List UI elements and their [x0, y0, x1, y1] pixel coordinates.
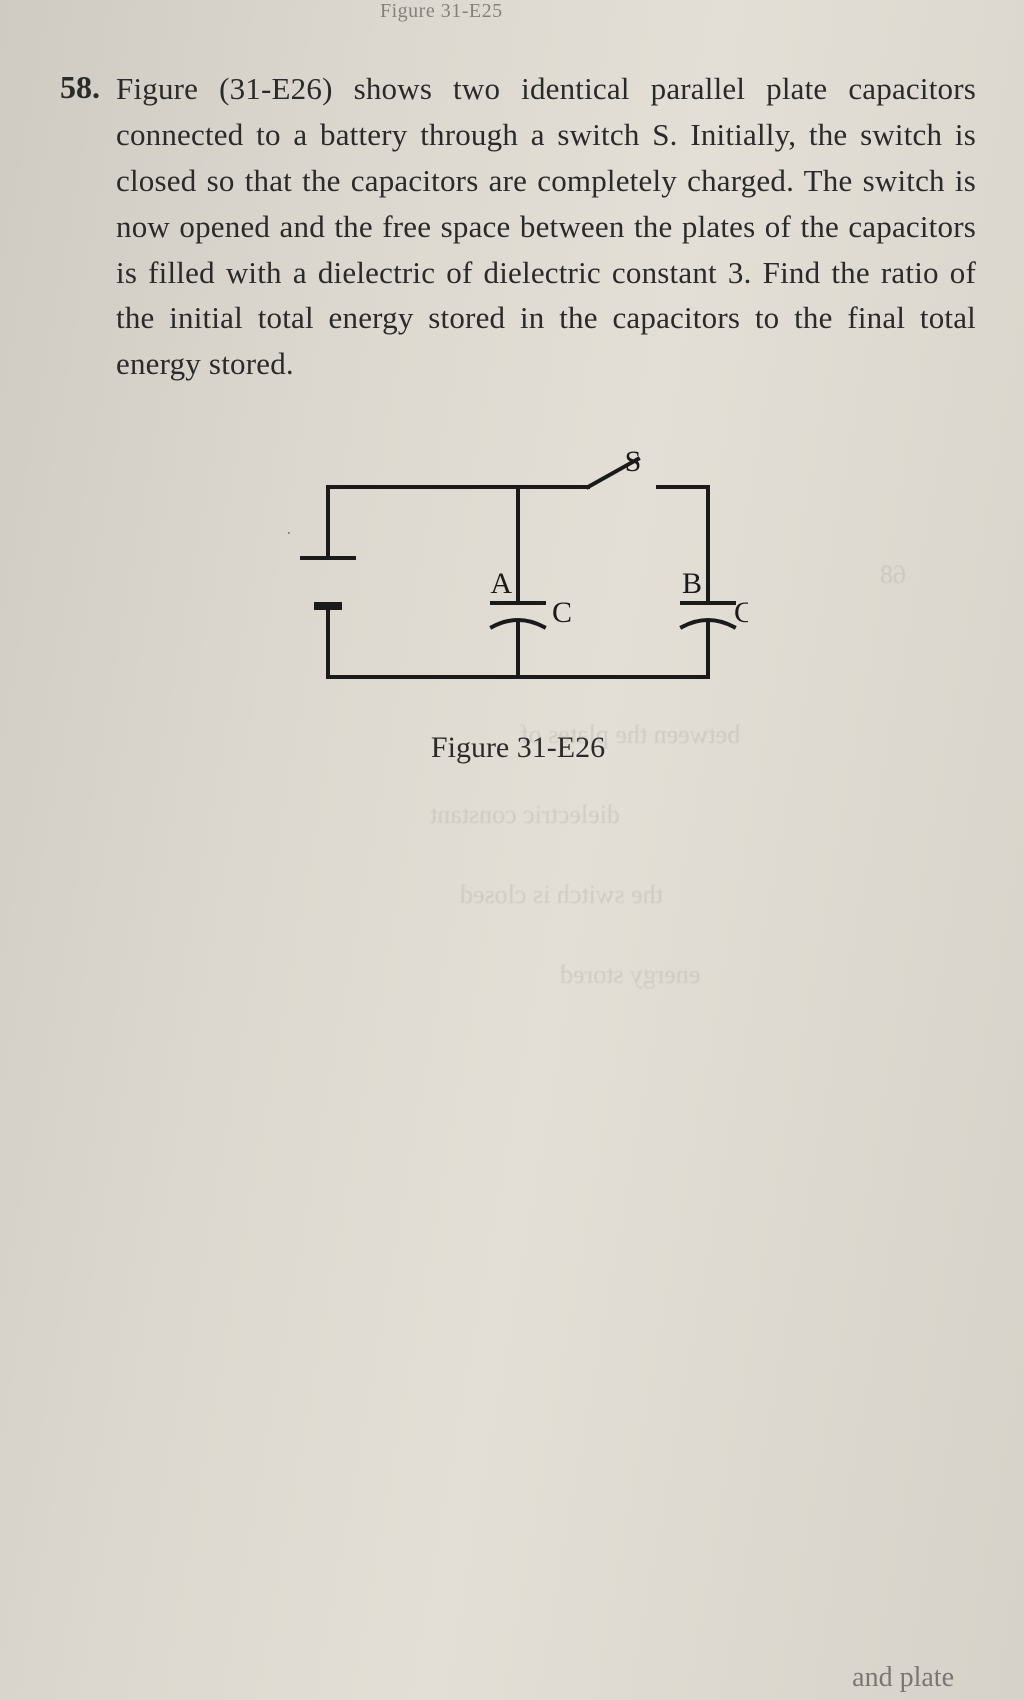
problem-block: 58. Figure (31-E26) shows two identical …: [60, 66, 976, 387]
svg-text:B: B: [682, 567, 702, 600]
figure-container: VSACBC Figure 31-E26: [60, 447, 976, 765]
question-text: Figure (31-E26) shows two identical para…: [116, 66, 976, 387]
top-clipped-line: Figure 31-E25: [0, 0, 1024, 28]
circuit-diagram: VSACBC: [288, 447, 748, 707]
ghost-text: the switch is closed: [460, 880, 663, 910]
svg-text:C: C: [552, 596, 572, 629]
ghost-text: dielectric constant: [430, 800, 620, 830]
svg-text:C: C: [734, 596, 748, 629]
ghost-text: energy stored: [560, 960, 700, 990]
question-number: 58.: [60, 66, 116, 109]
svg-text:A: A: [490, 567, 512, 600]
bottom-clipped-line: and plate: [852, 1662, 954, 1694]
page-surface: Figure 31-E25 58. Figure (31-E26) shows …: [0, 0, 1024, 1700]
svg-text:V: V: [288, 526, 290, 559]
figure-caption: Figure 31-E26: [431, 731, 605, 765]
svg-text:S: S: [625, 447, 642, 478]
